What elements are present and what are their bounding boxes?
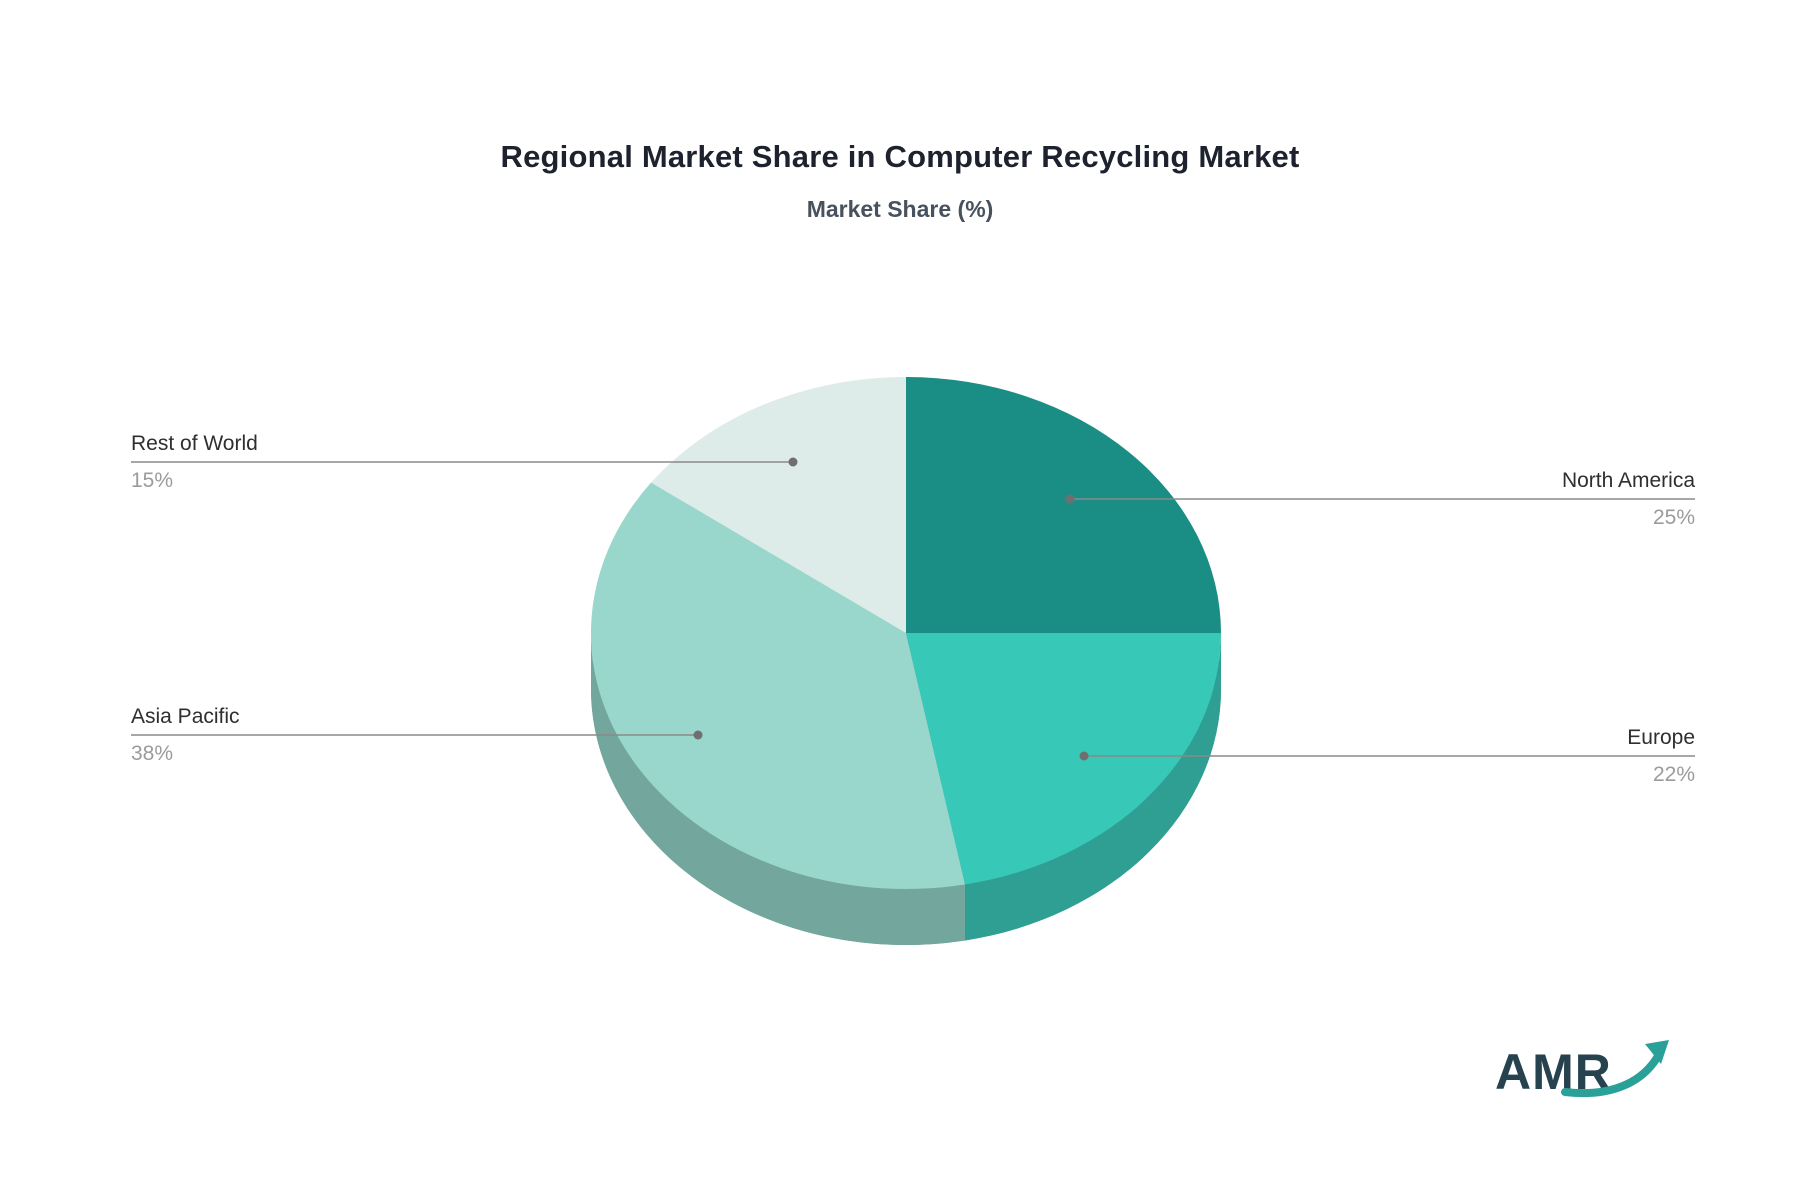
pie-slice-side-asia-pacific [591, 633, 966, 945]
value-europe: 22% [1652, 763, 1695, 786]
value-asia-pacific: 38% [131, 742, 174, 765]
label-block-asia-pacific: Asia Pacific 38% [131, 706, 240, 765]
pie-slice-asia-pacific[interactable] [591, 482, 966, 889]
chart-subtitle: Market Share (%) [806, 196, 994, 222]
label-block-europe: Europe 22% [1627, 727, 1695, 786]
label-europe: Europe [1627, 726, 1695, 749]
connector-dot-asia-pacific [693, 730, 703, 740]
pie-slice-north-america[interactable] [906, 377, 1221, 633]
amr-logo-arrow-icon [1561, 1040, 1669, 1098]
label-rest-of-world: Rest of World [131, 432, 258, 455]
value-rest-of-world: 15% [131, 469, 174, 492]
label-block-rest-of-world: Rest of World 15% [131, 433, 258, 492]
label-north-america: North America [1561, 469, 1695, 492]
pie-slice-side-europe [965, 633, 1221, 941]
amr-logo: AMR [1495, 1040, 1685, 1104]
connector-dot-north-america [1065, 494, 1075, 504]
connector-dot-rest-of-world [788, 457, 798, 467]
pie-slice-rest-of-world[interactable] [651, 377, 906, 633]
connector-dot-europe [1079, 751, 1089, 761]
pie-slice-europe[interactable] [906, 633, 1221, 885]
chart-title: Regional Market Share in Computer Recycl… [500, 139, 1300, 174]
label-block-north-america: North America 25% [1562, 470, 1695, 529]
value-north-america: 25% [1652, 506, 1695, 529]
label-asia-pacific: Asia Pacific [131, 705, 240, 728]
